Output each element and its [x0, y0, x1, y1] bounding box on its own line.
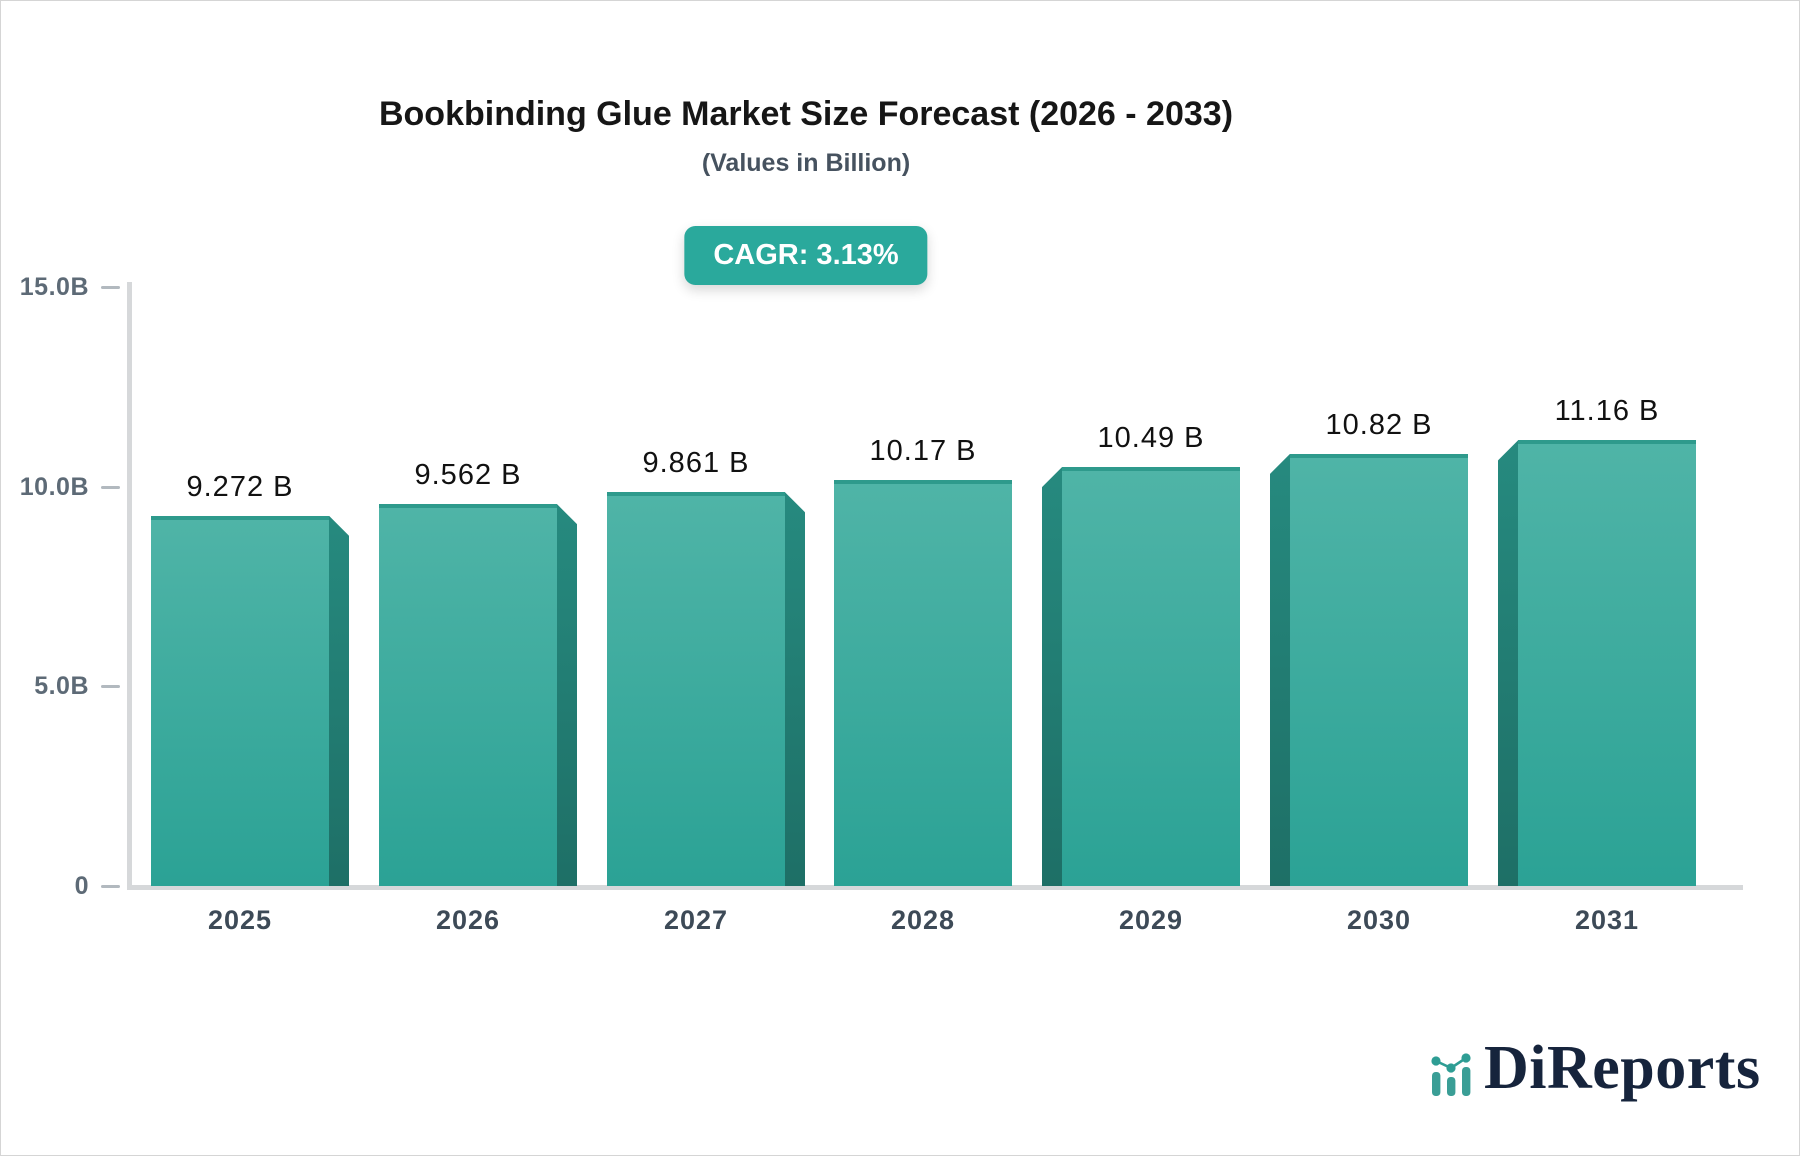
bar-2028	[834, 479, 1012, 886]
bar-side-bevel	[1270, 453, 1290, 886]
bar-value-label: 9.272 B	[186, 470, 294, 503]
y-axis-line	[127, 282, 132, 890]
bar-value-label: 10.17 B	[869, 434, 977, 467]
bar-2027	[607, 492, 805, 886]
bar-face	[607, 492, 785, 886]
bar-2030	[1270, 453, 1468, 886]
bar-value-label: 9.562 B	[414, 459, 522, 492]
bar-side-bevel	[1498, 440, 1518, 886]
x-axis-label: 2025	[207, 905, 273, 935]
direports-logo: DiReports	[1429, 1037, 1761, 1099]
y-tick-mark	[101, 685, 120, 689]
chart-subtitle: (Values in Billion)	[701, 149, 911, 177]
bar-side-bevel	[329, 515, 349, 886]
bar-value-label: 10.82 B	[1325, 408, 1433, 441]
y-tick-label: 10.0B	[19, 472, 89, 501]
logo-text: DiReports	[1484, 1034, 1761, 1102]
x-axis-label: 2030	[1346, 905, 1412, 935]
y-tick-mark	[101, 885, 120, 888]
bar-side-bevel	[557, 504, 577, 886]
bar-face	[379, 504, 557, 886]
y-tick-label: 5.0B	[34, 672, 89, 701]
bar-side-bevel	[1042, 467, 1062, 886]
bar-face	[1062, 467, 1240, 886]
x-axis-label: 2027	[663, 905, 729, 935]
cagr-badge: CAGR: 3.13%	[684, 226, 928, 285]
y-tick-label: 15.0B	[19, 273, 89, 301]
x-axis-label: 2028	[890, 905, 956, 935]
y-tick-label: 0	[74, 872, 89, 900]
bar-side-bevel	[785, 492, 805, 886]
bar-value-label: 10.49 B	[1097, 422, 1205, 455]
y-tick-mark	[101, 485, 120, 489]
x-axis-label: 2031	[1574, 905, 1640, 935]
mini-bar-line-chart-icon	[1431, 1053, 1471, 1096]
bar-face	[1290, 453, 1468, 886]
bar-2026	[379, 504, 577, 886]
bar-value-label: 9.861 B	[642, 447, 750, 480]
x-axis-label: 2026	[435, 905, 501, 935]
bar-2025	[151, 515, 349, 886]
bar-value-label: 11.16 B	[1554, 395, 1660, 428]
bar-face	[151, 515, 329, 886]
chart-title: Bookbinding Glue Market Size Forecast (2…	[378, 95, 1234, 133]
x-axis-label: 2029	[1118, 905, 1184, 935]
bar-2031	[1498, 440, 1696, 886]
x-axis-line	[127, 885, 1743, 890]
bar-face	[834, 479, 1012, 886]
y-tick-mark	[101, 286, 120, 289]
bar-2029	[1042, 467, 1240, 886]
bar-face	[1518, 440, 1696, 886]
